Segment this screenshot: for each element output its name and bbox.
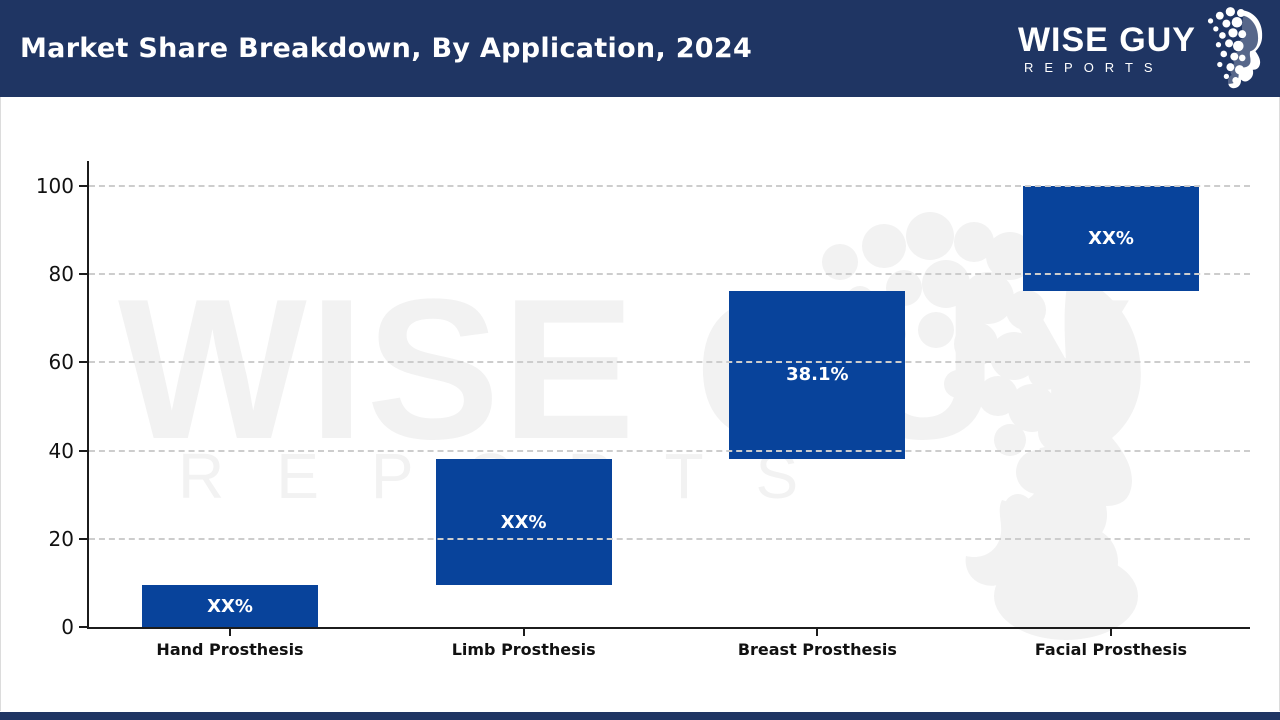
watermark-subtext: REPORTS (178, 440, 851, 512)
page-title: Market Share Breakdown, By Application, … (20, 33, 753, 64)
logo-text: WISE GUY REPORTS (1018, 23, 1196, 74)
logo-name: WISE GUY (1017, 20, 1196, 59)
logo-subtitle: REPORTS (1023, 59, 1164, 75)
footer-band (0, 712, 1280, 720)
wise-guy-logo: WISE GUY REPORTS (1018, 6, 1266, 90)
dotted-head-icon (1207, 7, 1263, 89)
header-band: Market Share Breakdown, By Application, … (0, 0, 1280, 97)
watermark-head-icon (822, 212, 1141, 640)
